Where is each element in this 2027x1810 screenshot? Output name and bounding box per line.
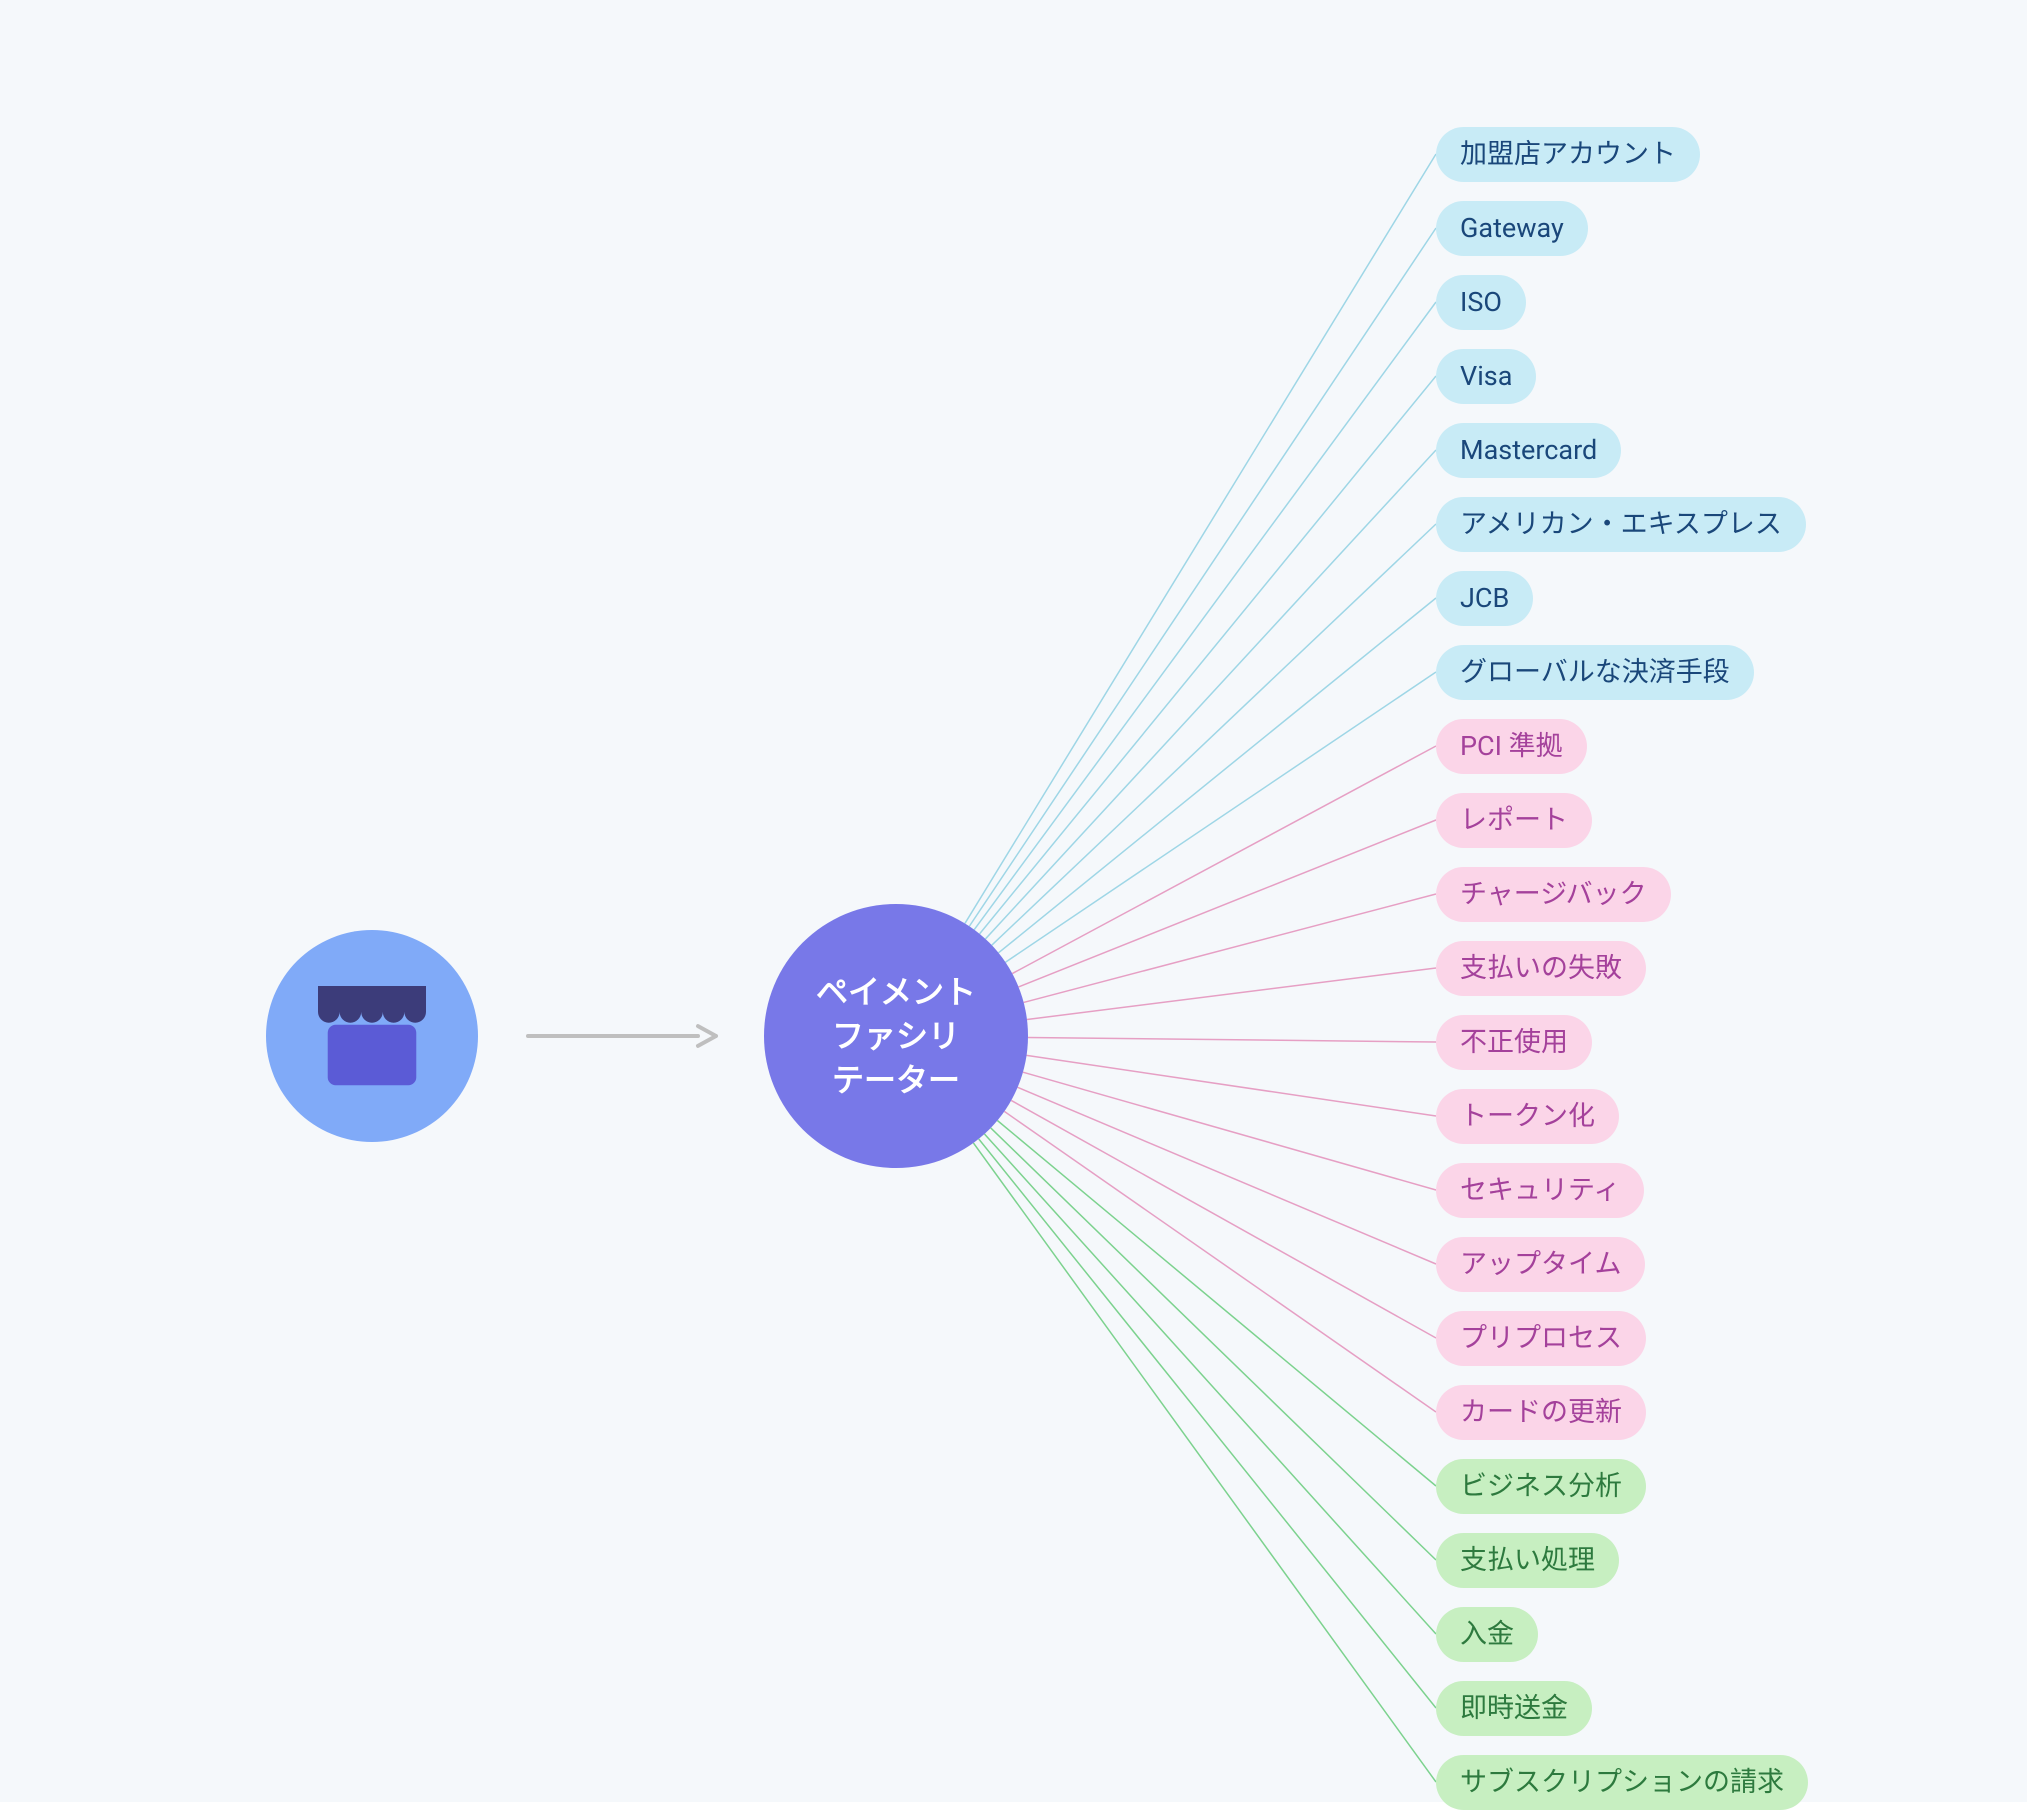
feature-pill: トークン化 xyxy=(1436,1089,1619,1144)
feature-pill: プリプロセス xyxy=(1436,1311,1646,1366)
feature-pill: レポート xyxy=(1436,793,1592,848)
feature-pill: Visa xyxy=(1436,349,1536,404)
feature-pill: グローバルな決済手段 xyxy=(1436,645,1754,700)
feature-pill: セキュリティ xyxy=(1436,1163,1644,1218)
feature-pill: カードの更新 xyxy=(1436,1385,1646,1440)
feature-pill: サブスクリプションの請求 xyxy=(1436,1755,1808,1810)
feature-pill: 支払いの失敗 xyxy=(1436,941,1646,996)
feature-pill: チャージバック xyxy=(1436,867,1671,922)
feature-pill: 支払い処理 xyxy=(1436,1533,1619,1588)
feature-pill: ISO xyxy=(1436,275,1526,330)
hub-circle xyxy=(764,904,1028,1168)
feature-pill: Gateway xyxy=(1436,201,1588,256)
diagram-canvas: ペイメントファシリテーター 加盟店アカウントGatewayISOVisaMast… xyxy=(0,0,2027,1802)
storefront-icon xyxy=(318,986,426,1085)
feature-pill: アメリカン・エキスプレス xyxy=(1436,497,1806,552)
feature-pill: Mastercard xyxy=(1436,423,1621,478)
shape-layer xyxy=(0,0,2027,1802)
feature-pill: JCB xyxy=(1436,571,1533,626)
feature-pill: 即時送金 xyxy=(1436,1681,1592,1736)
feature-pill: 入金 xyxy=(1436,1607,1538,1662)
feature-pill: 不正使用 xyxy=(1436,1015,1592,1070)
feature-pill: ビジネス分析 xyxy=(1436,1459,1646,1514)
feature-pill: PCI 準拠 xyxy=(1436,719,1587,774)
feature-pill: アップタイム xyxy=(1436,1237,1645,1292)
feature-pill: 加盟店アカウント xyxy=(1436,127,1700,182)
arrow-head-icon xyxy=(698,1026,716,1046)
